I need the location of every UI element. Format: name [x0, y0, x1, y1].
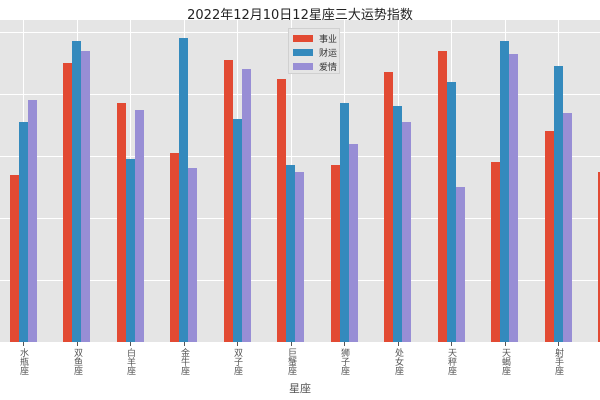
legend-label: 事业	[319, 34, 338, 45]
bar-事业	[491, 162, 500, 342]
bar-爱情	[242, 69, 251, 342]
bar-爱情	[28, 100, 37, 342]
bar-事业	[384, 72, 393, 342]
x-tick	[558, 342, 559, 346]
x-tick	[451, 342, 452, 346]
x-tick	[505, 342, 506, 346]
bar-财运	[126, 159, 135, 342]
x-axis-title: 星座	[289, 382, 311, 395]
x-tick-label: 双鱼座	[72, 348, 82, 375]
gridline-horizontal	[0, 94, 600, 95]
bar-财运	[554, 66, 563, 342]
x-tick	[291, 342, 292, 346]
bar-财运	[286, 165, 295, 342]
bar-事业	[10, 174, 19, 342]
bar-爱情	[563, 112, 572, 342]
bar-爱情	[81, 50, 90, 342]
x-tick-label: 射手座	[553, 348, 563, 375]
x-tick	[398, 342, 399, 346]
bar-财运	[179, 38, 188, 342]
plot-area	[0, 20, 600, 342]
x-tick-label: 处女座	[393, 348, 403, 375]
bar-财运	[233, 118, 242, 342]
bar-爱情	[456, 187, 465, 342]
bar-财运	[500, 41, 509, 342]
bar-事业	[224, 59, 233, 342]
bar-事业	[170, 152, 179, 342]
x-tick-label: 巨蟹座	[286, 348, 296, 375]
legend: 事业 财运 爱情	[288, 28, 340, 74]
legend-swatch	[293, 62, 313, 70]
legend-swatch	[293, 48, 313, 56]
legend-swatch	[293, 34, 313, 42]
x-tick-label: 天蝎座	[500, 348, 510, 375]
x-tick-label: 天秤座	[446, 348, 456, 375]
bar-财运	[72, 41, 81, 342]
x-tick	[77, 342, 78, 346]
x-tick	[23, 342, 24, 346]
x-tick	[344, 342, 345, 346]
legend-label: 爱情	[319, 62, 338, 73]
legend-item: 事业	[293, 31, 337, 45]
bar-事业	[438, 50, 447, 342]
bar-爱情	[349, 143, 358, 342]
gridline-horizontal	[0, 156, 600, 157]
x-tick-label: 白羊座	[125, 348, 135, 375]
bar-爱情	[509, 53, 518, 342]
bar-爱情	[135, 109, 144, 342]
legend-item: 爱情	[293, 59, 337, 73]
bar-财运	[447, 81, 456, 342]
bar-事业	[545, 131, 554, 342]
legend-item: 财运	[293, 45, 337, 59]
bar-爱情	[188, 168, 197, 342]
bar-财运	[19, 121, 28, 342]
bar-财运	[340, 103, 349, 342]
x-tick-label: 水瓶座	[18, 348, 28, 375]
bar-事业	[277, 78, 286, 342]
legend-label: 财运	[319, 48, 338, 59]
x-tick-label: 双子座	[232, 348, 242, 375]
x-tick	[184, 342, 185, 346]
bar-爱情	[295, 171, 304, 342]
bar-事业	[331, 165, 340, 342]
bar-财运	[393, 106, 402, 342]
bar-事业	[598, 171, 600, 342]
x-tick-label: 金牛座	[179, 348, 189, 375]
bar-事业	[63, 63, 72, 342]
bar-事业	[117, 103, 126, 342]
chart-title: 2022年12月10日12星座三大运势指数	[187, 8, 413, 23]
bar-爱情	[402, 121, 411, 342]
x-tick	[237, 342, 238, 346]
x-tick	[130, 342, 131, 346]
x-tick-label: 狮子座	[339, 348, 349, 375]
